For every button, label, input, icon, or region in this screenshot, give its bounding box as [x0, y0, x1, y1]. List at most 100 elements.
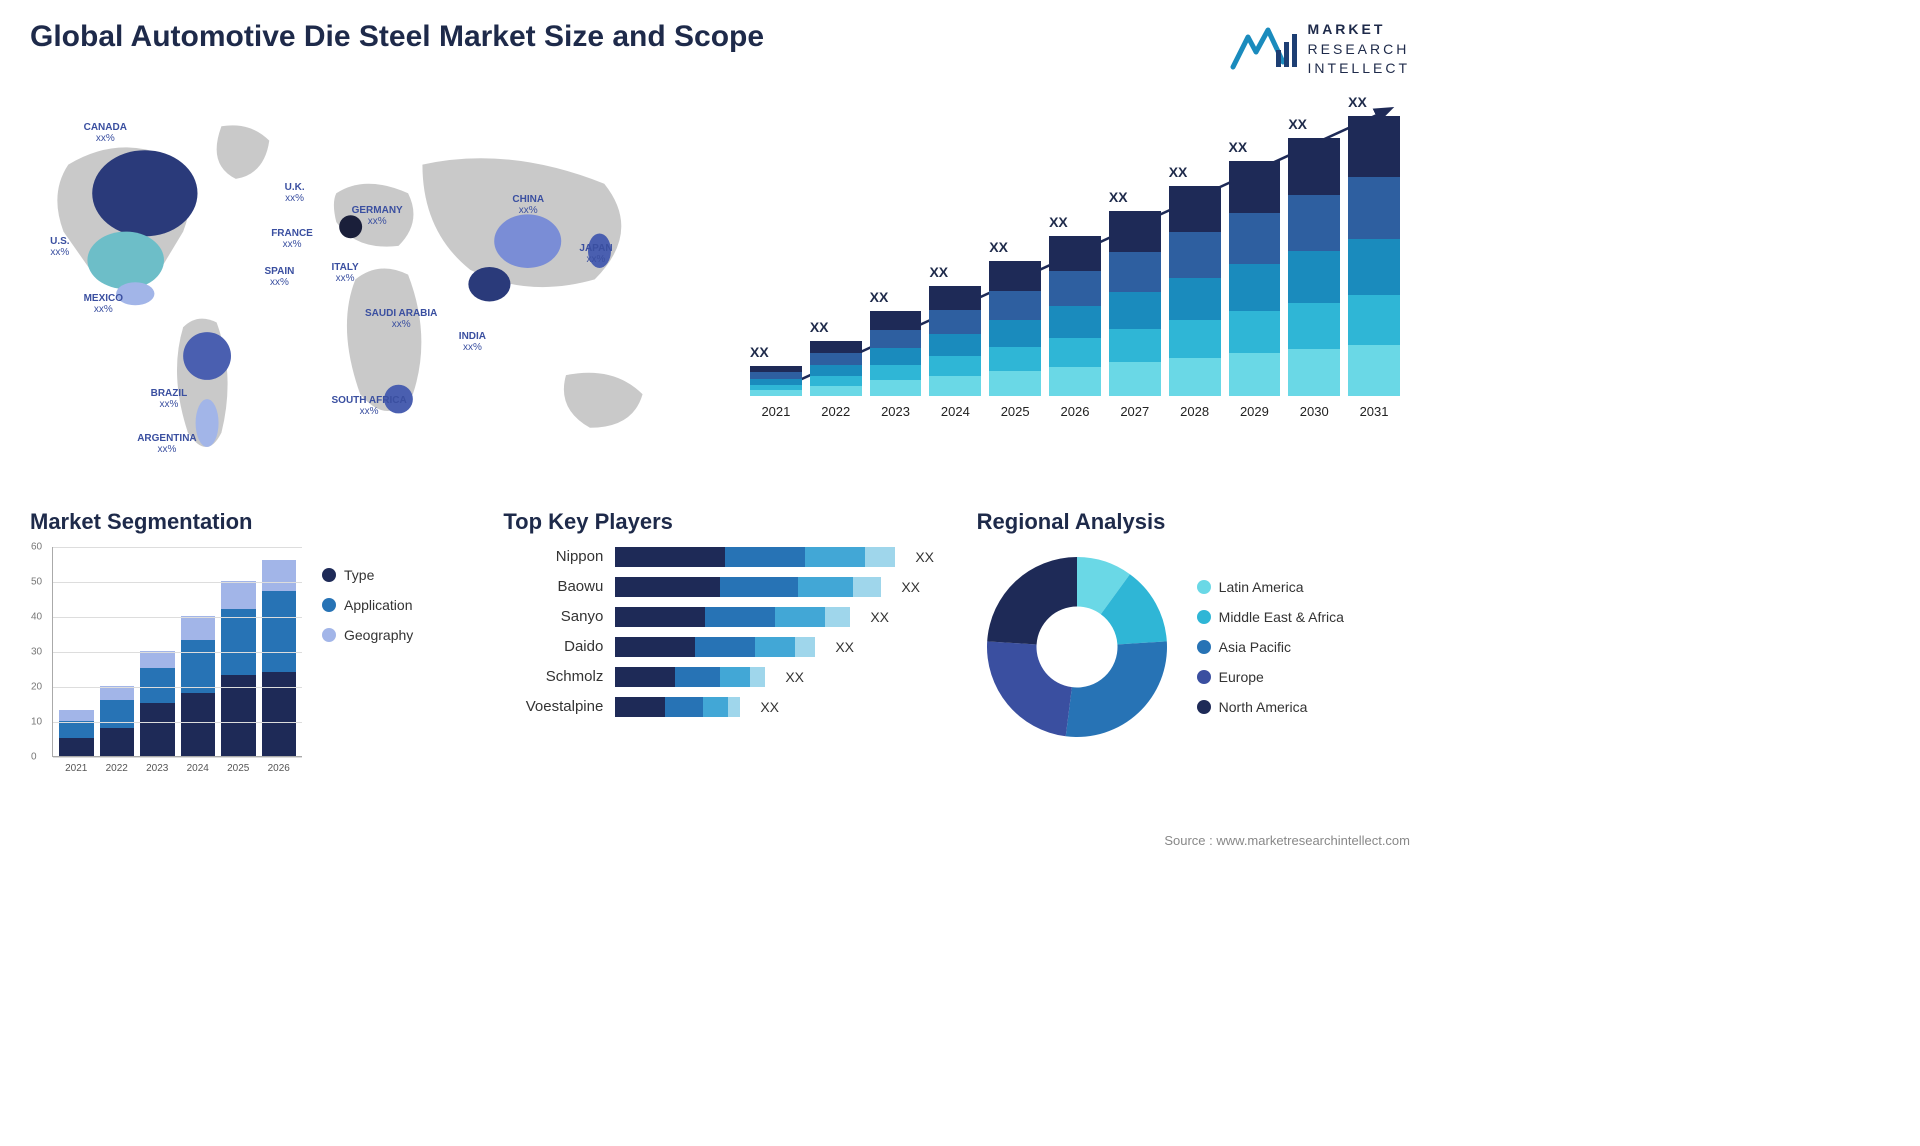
legend-dot-icon	[1197, 580, 1211, 594]
donut-slice	[987, 557, 1077, 644]
forecast-bar: XX2028	[1169, 186, 1221, 419]
seg-year-label: 2023	[146, 763, 168, 774]
legend-label: Type	[344, 567, 374, 583]
regional-legend-item: Middle East & Africa	[1197, 609, 1344, 625]
map-label: U.S.xx%	[50, 236, 69, 258]
legend-dot-icon	[322, 598, 336, 612]
legend-dot-icon	[1197, 610, 1211, 624]
map-label: JAPANxx%	[579, 243, 612, 265]
world-map: CANADAxx% U.S.xx% MEXICOxx% BRAZILxx% ARGENT…	[30, 99, 700, 479]
header: Global Automotive Die Steel Market Size …	[30, 20, 1410, 79]
forecast-bar: XX2031	[1348, 116, 1400, 419]
seg-year-label: 2022	[106, 763, 128, 774]
forecast-year-label: 2031	[1360, 404, 1389, 419]
key-player-label: Voestalpine	[503, 698, 603, 715]
legend-label: Application	[344, 597, 413, 613]
forecast-bar: XX2029	[1229, 161, 1281, 419]
seg-y-tick: 30	[31, 646, 42, 657]
key-player-row: Nippon XX	[503, 547, 936, 567]
seg-y-tick: 0	[31, 751, 37, 762]
key-player-bar	[615, 577, 881, 597]
key-player-bar	[615, 667, 765, 687]
logo-line2: RESEARCH	[1308, 40, 1410, 60]
seg-y-tick: 20	[31, 681, 42, 692]
forecast-year-label: 2025	[1001, 404, 1030, 419]
key-player-label: Nippon	[503, 548, 603, 565]
forecast-value-label: XX	[989, 239, 1008, 255]
forecast-value-label: XX	[1109, 189, 1128, 205]
legend-label: Geography	[344, 627, 413, 643]
legend-dot-icon	[1197, 670, 1211, 684]
seg-y-tick: 60	[31, 541, 42, 552]
legend-label: Asia Pacific	[1219, 639, 1291, 655]
key-player-value: XX	[835, 639, 854, 655]
map-label: MEXICOxx%	[84, 293, 123, 315]
forecast-bar: XX2022	[810, 341, 862, 419]
forecast-bar: XX2026	[1049, 236, 1101, 419]
map-label: CANADAxx%	[84, 122, 127, 144]
key-players-heading: Top Key Players	[503, 509, 936, 535]
logo-line3: INTELLECT	[1308, 59, 1410, 79]
forecast-year-label: 2026	[1061, 404, 1090, 419]
seg-year-label: 2026	[268, 763, 290, 774]
seg-bar: 2022	[100, 686, 135, 756]
logo-text: MARKET RESEARCH INTELLECT	[1308, 20, 1410, 79]
forecast-value-label: XX	[1288, 116, 1307, 132]
donut-slice	[987, 641, 1072, 736]
map-label: GERMANYxx%	[352, 205, 403, 227]
key-players-panel: Top Key Players NipponXXBaowuXXSanyoXXDa…	[503, 509, 936, 779]
regional-legend-item: Latin America	[1197, 579, 1344, 595]
forecast-year-label: 2028	[1180, 404, 1209, 419]
forecast-value-label: XX	[1348, 94, 1367, 110]
source-text: Source : www.marketresearchintellect.com	[1164, 833, 1410, 848]
key-player-label: Baowu	[503, 578, 603, 595]
forecast-chart: XX2021XX2022XX2023XX2024XX2025XX2026XX20…	[740, 99, 1410, 479]
logo-icon	[1228, 22, 1298, 77]
key-player-label: Schmolz	[503, 668, 603, 685]
map-label: CHINAxx%	[512, 194, 544, 216]
regional-legend-item: Europe	[1197, 669, 1344, 685]
map-label: SOUTH AFRICAxx%	[332, 395, 407, 417]
legend-label: Latin America	[1219, 579, 1304, 595]
legend-label: Europe	[1219, 669, 1264, 685]
forecast-value-label: XX	[1169, 164, 1188, 180]
forecast-year-label: 2024	[941, 404, 970, 419]
key-player-row: BaowuXX	[503, 577, 936, 597]
map-label: BRAZILxx%	[151, 388, 188, 410]
key-player-value: XX	[760, 699, 779, 715]
key-player-row: SanyoXX	[503, 607, 936, 627]
map-label: FRANCExx%	[271, 228, 313, 250]
seg-legend-item: Geography	[322, 627, 413, 643]
forecast-value-label: XX	[810, 319, 829, 335]
forecast-year-label: 2030	[1300, 404, 1329, 419]
key-player-bar	[615, 607, 850, 627]
seg-bar: 2023	[140, 651, 175, 756]
forecast-value-label: XX	[870, 289, 889, 305]
forecast-year-label: 2023	[881, 404, 910, 419]
key-player-row: Voestalpine XX	[503, 697, 936, 717]
seg-bar: 2024	[181, 616, 216, 756]
map-label: ARGENTINAxx%	[137, 433, 196, 455]
key-players-chart: NipponXXBaowuXXSanyoXXDaidoXXSchmolzXXVo…	[503, 547, 936, 717]
seg-bar: 2025	[221, 581, 256, 756]
key-player-label: Daido	[503, 638, 603, 655]
logo-line1: MARKET	[1308, 20, 1410, 40]
forecast-year-label: 2021	[761, 404, 790, 419]
seg-y-tick: 40	[31, 611, 42, 622]
forecast-bar: XX2027	[1109, 211, 1161, 419]
forecast-year-label: 2029	[1240, 404, 1269, 419]
regional-legend-item: North America	[1197, 699, 1344, 715]
forecast-bar: XX2023	[870, 311, 922, 419]
seg-y-tick: 50	[31, 576, 42, 587]
segmentation-panel: Market Segmentation 20212022202320242025…	[30, 509, 463, 779]
world-map-svg	[30, 99, 700, 479]
map-label: ITALYxx%	[332, 262, 359, 284]
segmentation-heading: Market Segmentation	[30, 509, 463, 535]
key-player-bar	[615, 547, 895, 567]
logo: MARKET RESEARCH INTELLECT	[1228, 20, 1410, 79]
legend-dot-icon	[1197, 640, 1211, 654]
key-player-label: Sanyo	[503, 608, 603, 625]
legend-dot-icon	[1197, 700, 1211, 714]
key-player-value: XX	[915, 549, 934, 565]
regional-legend-item: Asia Pacific	[1197, 639, 1344, 655]
